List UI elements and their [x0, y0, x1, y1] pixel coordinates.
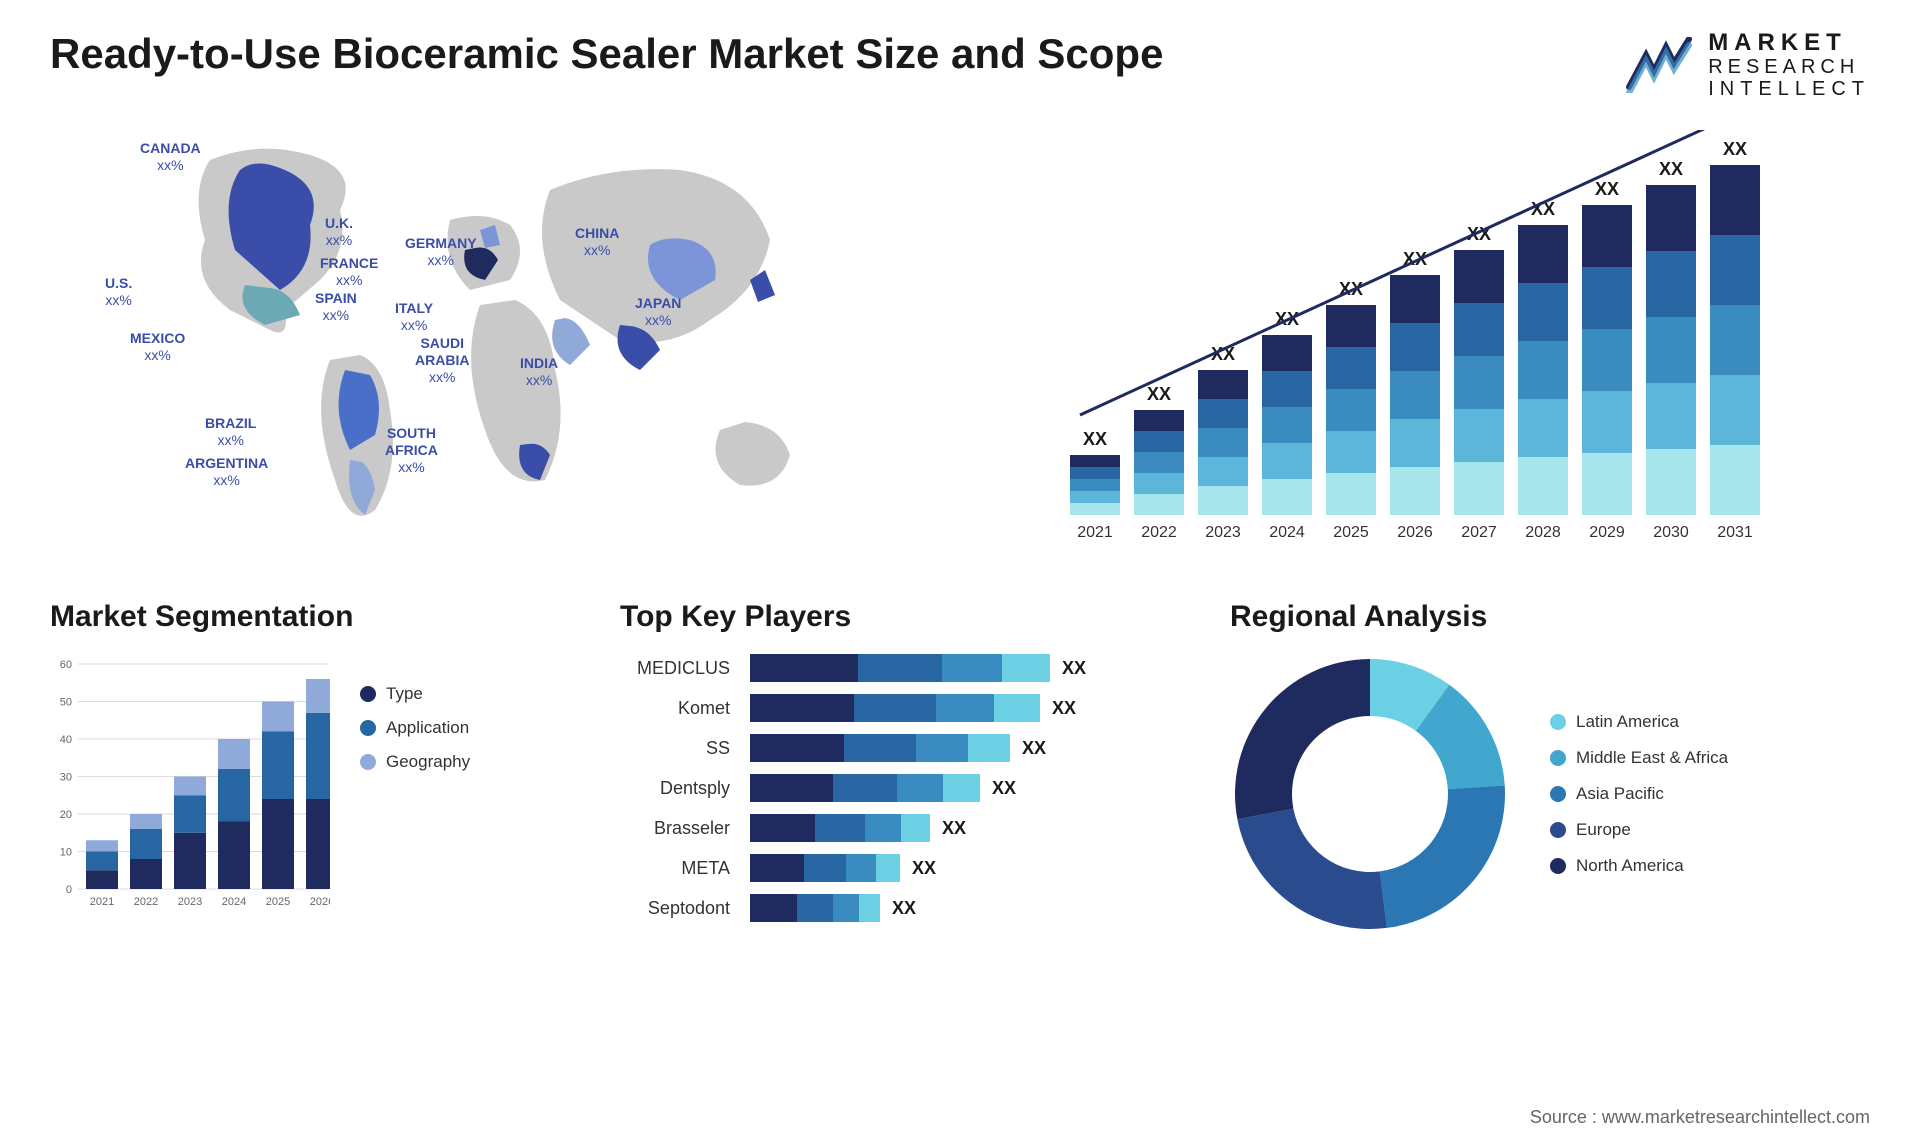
- svg-text:2027: 2027: [1461, 524, 1497, 541]
- svg-text:2028: 2028: [1525, 524, 1561, 541]
- svg-text:2030: 2030: [1653, 524, 1689, 541]
- legend-item: Application: [360, 718, 470, 738]
- player-value: XX: [912, 858, 936, 879]
- regional-section: Regional Analysis Latin America Middle Ea…: [1230, 600, 1870, 934]
- legend-item: Europe: [1550, 820, 1728, 840]
- player-value: XX: [1062, 658, 1086, 679]
- segmentation-section: Market Segmentation 0 10 20 30 40 50 60 2021 202…: [50, 600, 570, 934]
- segmentation-title: Market Segmentation: [50, 600, 570, 634]
- player-row: XX: [750, 854, 1180, 882]
- player-row: XX: [750, 654, 1180, 682]
- svg-text:2024: 2024: [222, 896, 246, 908]
- page-title: Ready-to-Use Bioceramic Sealer Market Si…: [50, 30, 1163, 78]
- svg-text:2026: 2026: [310, 896, 330, 908]
- player-row: XX: [750, 774, 1180, 802]
- regional-donut: [1230, 654, 1510, 934]
- map-label: U.K.xx%: [325, 215, 353, 249]
- svg-text:2022: 2022: [1141, 524, 1177, 541]
- map-label: FRANCExx%: [320, 255, 378, 289]
- legend-item: Geography: [360, 752, 470, 772]
- svg-text:2025: 2025: [1333, 524, 1369, 541]
- legend-item: Latin America: [1550, 712, 1728, 732]
- map-label: ITALYxx%: [395, 300, 433, 334]
- segmentation-legend: Type Application Geography: [360, 654, 470, 914]
- legend-item: Asia Pacific: [1550, 784, 1728, 804]
- player-value: XX: [1052, 698, 1076, 719]
- player-name: SS: [620, 734, 730, 762]
- svg-text:2024: 2024: [1269, 524, 1305, 541]
- svg-text:2026: 2026: [1397, 524, 1433, 541]
- svg-text:50: 50: [60, 697, 72, 709]
- legend-item: North America: [1550, 856, 1728, 876]
- world-map: CANADAxx% U.S.xx% MEXICOxx% BRAZILxx% ARGENT…: [50, 130, 930, 550]
- svg-text:2023: 2023: [1205, 524, 1241, 541]
- header: Ready-to-Use Bioceramic Sealer Market Si…: [50, 30, 1870, 100]
- svg-text:2031: 2031: [1717, 524, 1753, 541]
- main-growth-chart: 2021XX2022XX2023XX2024XX2025XX2026XX2027…: [990, 130, 1870, 550]
- svg-text:2022: 2022: [134, 896, 158, 908]
- map-label: SPAINxx%: [315, 290, 357, 324]
- player-name: MEDICLUS: [620, 654, 730, 682]
- logo-line3: INTELLECT: [1708, 78, 1870, 100]
- svg-text:XX: XX: [1723, 139, 1747, 159]
- player-row: XX: [750, 694, 1180, 722]
- legend-item: Middle East & Africa: [1550, 748, 1728, 768]
- players-labels: MEDICLUS Komet SS Dentsply Brasseler META Sept…: [620, 654, 730, 922]
- bottom-row: Market Segmentation 0 10 20 30 40 50 60 2021 202…: [50, 600, 1870, 934]
- svg-text:2023: 2023: [178, 896, 202, 908]
- player-row: XX: [750, 814, 1180, 842]
- map-label: GERMANYxx%: [405, 235, 477, 269]
- player-value: XX: [992, 778, 1016, 799]
- player-row: XX: [750, 734, 1180, 762]
- legend-item: Type: [360, 684, 470, 704]
- player-value: XX: [942, 818, 966, 839]
- main-chart-svg: 2021XX2022XX2023XX2024XX2025XX2026XX2027…: [990, 130, 1870, 550]
- map-label: MEXICOxx%: [130, 330, 185, 364]
- svg-text:2029: 2029: [1589, 524, 1625, 541]
- svg-text:XX: XX: [1595, 179, 1619, 199]
- map-label: CANADAxx%: [140, 140, 201, 174]
- svg-text:20: 20: [60, 809, 72, 821]
- svg-text:0: 0: [66, 884, 72, 896]
- player-name: Brasseler: [620, 814, 730, 842]
- players-title: Top Key Players: [620, 600, 1180, 634]
- map-label: CHINAxx%: [575, 225, 619, 259]
- top-row: CANADAxx% U.S.xx% MEXICOxx% BRAZILxx% ARGENT…: [50, 130, 1870, 550]
- player-name: Komet: [620, 694, 730, 722]
- brand-logo: MARKET RESEARCH INTELLECT: [1624, 30, 1870, 100]
- players-section: Top Key Players MEDICLUS Komet SS Dentsply B…: [620, 600, 1180, 934]
- svg-text:2021: 2021: [90, 896, 114, 908]
- map-label: JAPANxx%: [635, 295, 681, 329]
- map-label: SOUTHAFRICAxx%: [385, 425, 438, 475]
- map-label: BRAZILxx%: [205, 415, 256, 449]
- map-label: ARGENTINAxx%: [185, 455, 268, 489]
- player-value: XX: [892, 898, 916, 919]
- source-text: Source : www.marketresearchintellect.com: [1530, 1107, 1870, 1128]
- svg-text:2025: 2025: [266, 896, 290, 908]
- svg-text:XX: XX: [1659, 159, 1683, 179]
- svg-text:XX: XX: [1147, 384, 1171, 404]
- regional-title: Regional Analysis: [1230, 600, 1870, 634]
- map-label: U.S.xx%: [105, 275, 132, 309]
- player-name: Dentsply: [620, 774, 730, 802]
- svg-text:40: 40: [60, 734, 72, 746]
- logo-line2: RESEARCH: [1708, 56, 1870, 78]
- svg-text:10: 10: [60, 847, 72, 859]
- svg-text:2021: 2021: [1077, 524, 1113, 541]
- svg-text:30: 30: [60, 772, 72, 784]
- regional-legend: Latin America Middle East & Africa Asia Pa…: [1550, 712, 1728, 876]
- player-name: META: [620, 854, 730, 882]
- map-label: INDIAxx%: [520, 355, 558, 389]
- svg-text:60: 60: [60, 659, 72, 671]
- player-name: Septodont: [620, 894, 730, 922]
- player-value: XX: [1022, 738, 1046, 759]
- logo-icon: [1624, 37, 1694, 93]
- map-label: SAUDIARABIAxx%: [415, 335, 469, 385]
- segmentation-chart: 0 10 20 30 40 50 60 2021 2022 2023 2024 2025 2026: [50, 654, 330, 914]
- player-row: XX: [750, 894, 1180, 922]
- logo-line1: MARKET: [1708, 30, 1870, 56]
- svg-text:XX: XX: [1083, 429, 1107, 449]
- players-bars: XX XX XX XX XX XX XX: [750, 654, 1180, 922]
